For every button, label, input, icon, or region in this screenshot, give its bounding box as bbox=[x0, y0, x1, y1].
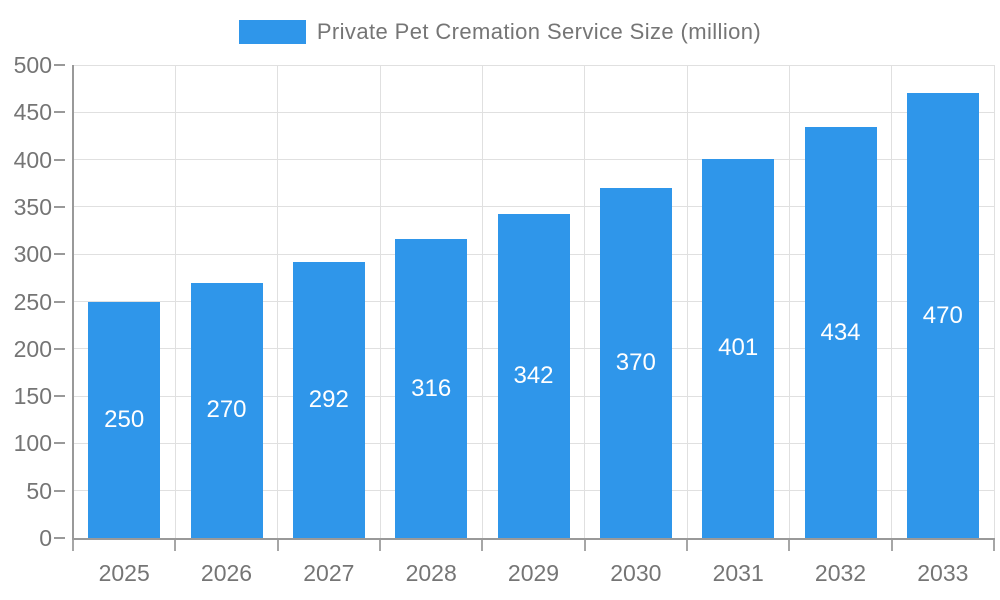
x-gridline bbox=[788, 65, 790, 538]
x-axis-tick bbox=[686, 538, 688, 551]
y-axis-tick bbox=[54, 205, 65, 208]
x-axis-label: 2030 bbox=[610, 560, 662, 586]
x-gridline bbox=[891, 65, 893, 538]
y-gridline bbox=[73, 159, 994, 161]
y-gridline bbox=[73, 206, 994, 208]
x-gridline bbox=[481, 65, 483, 538]
y-axis-tick bbox=[54, 158, 65, 161]
y-axis-label: 350 bbox=[13, 193, 52, 220]
y-axis-label: 250 bbox=[13, 288, 52, 315]
y-axis-tick bbox=[54, 347, 65, 350]
y-axis-label: 200 bbox=[13, 335, 52, 362]
x-axis-tick bbox=[72, 538, 74, 551]
y-axis-label: 50 bbox=[26, 477, 52, 504]
x-axis-label: 2025 bbox=[98, 560, 150, 586]
x-gridline bbox=[379, 65, 381, 538]
bar-2025[interactable] bbox=[88, 301, 161, 538]
y-axis-tick bbox=[54, 111, 65, 114]
x-axis-label: 2027 bbox=[303, 560, 355, 586]
bar-value-label: 250 bbox=[104, 405, 145, 433]
bar-value-label: 316 bbox=[411, 374, 452, 402]
x-gridline bbox=[174, 65, 176, 538]
bar-2028[interactable] bbox=[395, 239, 468, 538]
y-axis-label: 500 bbox=[13, 52, 52, 78]
x-axis-tick bbox=[276, 538, 279, 551]
y-axis-tick bbox=[54, 537, 65, 539]
bar-value-label: 470 bbox=[922, 301, 963, 329]
x-axis-label: 2033 bbox=[917, 560, 969, 586]
bar-value-label: 401 bbox=[718, 334, 759, 362]
bar-2030[interactable] bbox=[599, 187, 672, 538]
bar-value-label: 342 bbox=[513, 362, 554, 390]
bar-value-label: 434 bbox=[820, 318, 861, 346]
x-axis-label: 2031 bbox=[712, 560, 764, 586]
x-axis-tick bbox=[379, 538, 381, 551]
bar-value-label: 270 bbox=[206, 396, 247, 424]
y-axis-line bbox=[72, 65, 74, 540]
bar-value-label: 292 bbox=[308, 385, 349, 413]
x-axis-tick bbox=[481, 538, 484, 551]
y-axis-label: 400 bbox=[13, 146, 52, 173]
bar-2031[interactable] bbox=[702, 158, 775, 538]
legend-item[interactable]: Private Pet Cremation Service Size (mill… bbox=[0, 19, 1000, 45]
y-axis-tick bbox=[54, 489, 65, 492]
x-axis-tick bbox=[174, 538, 177, 551]
x-gridline bbox=[584, 65, 586, 538]
bar-2033[interactable] bbox=[906, 93, 979, 538]
y-axis-tick bbox=[54, 253, 65, 256]
bar-2027[interactable] bbox=[292, 261, 365, 538]
y-axis-tick bbox=[54, 442, 65, 445]
y-axis-label: 100 bbox=[13, 430, 52, 457]
x-axis-label: 2032 bbox=[814, 560, 867, 586]
bar-value-label: 370 bbox=[615, 348, 656, 376]
x-gridline bbox=[686, 65, 688, 538]
x-gridline bbox=[277, 65, 279, 538]
x-axis-label: 2029 bbox=[507, 560, 560, 586]
x-axis-tick bbox=[890, 538, 893, 551]
y-gridline bbox=[73, 111, 994, 113]
bar-2032[interactable] bbox=[804, 127, 877, 538]
y-axis-label: 150 bbox=[13, 383, 52, 410]
y-axis-tick bbox=[54, 300, 65, 303]
y-axis-label: 300 bbox=[13, 241, 52, 268]
y-gridline bbox=[73, 64, 994, 66]
bar-2026[interactable] bbox=[190, 282, 263, 538]
y-axis-label: 450 bbox=[13, 99, 52, 126]
x-axis-tick bbox=[993, 538, 995, 551]
y-axis-tick bbox=[54, 64, 65, 66]
x-axis-label: 2028 bbox=[405, 560, 457, 586]
x-axis-label: 2026 bbox=[200, 560, 253, 586]
y-axis-tick bbox=[54, 395, 65, 398]
x-axis-tick bbox=[583, 538, 586, 551]
x-gridline bbox=[993, 65, 995, 538]
legend-label: Private Pet Cremation Service Size (mill… bbox=[316, 19, 762, 44]
y-axis-label: 0 bbox=[39, 525, 52, 551]
bar-2029[interactable] bbox=[497, 214, 570, 538]
x-axis-line bbox=[72, 538, 995, 540]
legend-swatch-icon bbox=[238, 20, 306, 44]
x-axis-tick bbox=[788, 538, 791, 551]
